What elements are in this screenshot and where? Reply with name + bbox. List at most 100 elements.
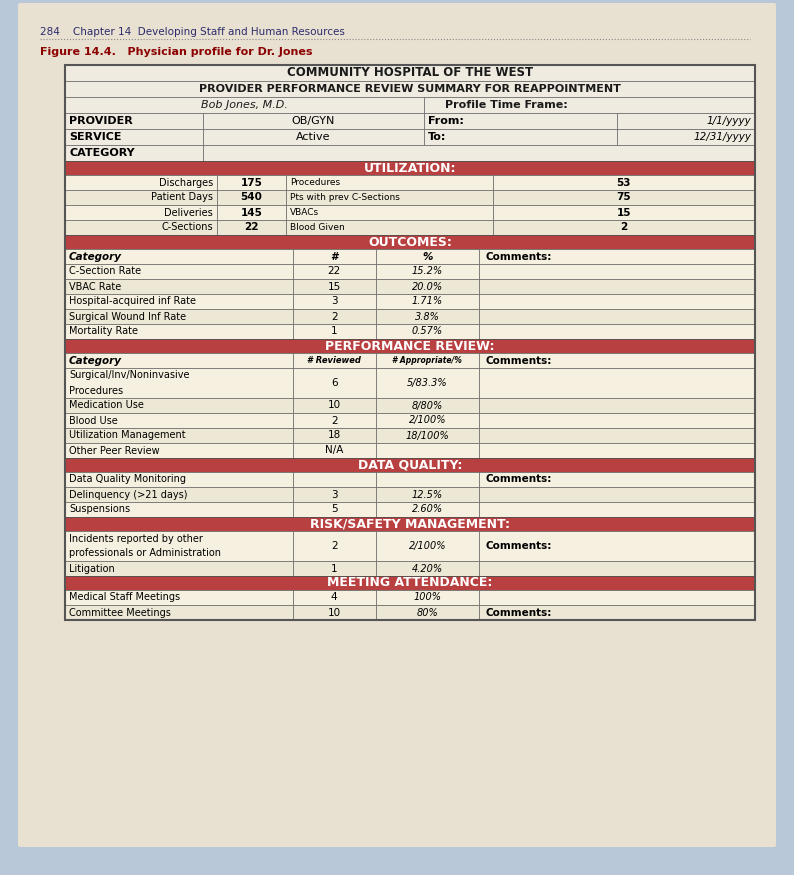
Text: Patient Days: Patient Days xyxy=(151,192,213,202)
Bar xyxy=(65,502,293,517)
Text: Procedures: Procedures xyxy=(290,178,340,187)
Bar xyxy=(293,413,376,428)
Bar xyxy=(217,175,286,190)
Text: PERFORMANCE REVIEW:: PERFORMANCE REVIEW: xyxy=(326,340,495,353)
Text: Delinquency (>21 days): Delinquency (>21 days) xyxy=(69,489,187,500)
Bar xyxy=(479,590,755,605)
Bar xyxy=(65,113,203,129)
Text: Suspensions: Suspensions xyxy=(69,505,130,514)
Text: 5: 5 xyxy=(331,505,337,514)
Bar xyxy=(376,443,479,458)
Bar xyxy=(479,309,755,324)
Bar xyxy=(293,428,376,443)
Text: Deliveries: Deliveries xyxy=(164,207,213,218)
Bar xyxy=(293,309,376,324)
Bar xyxy=(617,129,755,145)
Text: Active: Active xyxy=(296,132,330,142)
Bar xyxy=(65,220,217,235)
Text: Discharges: Discharges xyxy=(159,178,213,187)
Bar xyxy=(376,294,479,309)
Text: Comments:: Comments: xyxy=(485,607,551,618)
Text: 4.20%: 4.20% xyxy=(411,564,443,573)
Bar xyxy=(293,264,376,279)
Bar xyxy=(65,65,755,81)
Text: 18: 18 xyxy=(327,430,341,440)
Text: 5/83.3%: 5/83.3% xyxy=(407,378,448,388)
Bar xyxy=(65,175,217,190)
Bar xyxy=(479,561,755,576)
Text: 15: 15 xyxy=(327,282,341,291)
FancyBboxPatch shape xyxy=(18,3,776,847)
Text: 75: 75 xyxy=(617,192,631,202)
Text: # Appropriate/%: # Appropriate/% xyxy=(392,356,462,365)
Text: Blood Given: Blood Given xyxy=(290,223,345,232)
Bar xyxy=(479,353,755,368)
Bar xyxy=(479,368,755,398)
Text: To:: To: xyxy=(428,132,446,142)
Text: Surgical/Inv/Noninvasive: Surgical/Inv/Noninvasive xyxy=(69,370,190,381)
Text: 1: 1 xyxy=(331,326,337,337)
Bar xyxy=(65,443,293,458)
Text: 10: 10 xyxy=(328,401,341,410)
Text: 2: 2 xyxy=(331,312,337,321)
Bar xyxy=(217,220,286,235)
Text: CATEGORY: CATEGORY xyxy=(69,148,135,158)
Bar xyxy=(65,339,755,353)
Text: PROVIDER PERFORMANCE REVIEW SUMMARY FOR REAPPOINTMENT: PROVIDER PERFORMANCE REVIEW SUMMARY FOR … xyxy=(199,84,621,94)
Bar xyxy=(293,487,376,502)
Bar xyxy=(376,398,479,413)
Bar xyxy=(293,472,376,487)
Text: 15: 15 xyxy=(617,207,631,218)
Text: 15.2%: 15.2% xyxy=(411,267,443,276)
Text: N/A: N/A xyxy=(325,445,343,456)
Text: Pts with prev C-Sections: Pts with prev C-Sections xyxy=(290,193,399,202)
Text: SERVICE: SERVICE xyxy=(69,132,121,142)
Text: 1.71%: 1.71% xyxy=(411,297,443,306)
Text: 2: 2 xyxy=(331,541,337,551)
Bar xyxy=(203,113,424,129)
Text: Blood Use: Blood Use xyxy=(69,416,118,425)
Text: Medical Staff Meetings: Medical Staff Meetings xyxy=(69,592,180,603)
Text: RISK/SAFETY MANAGEMENT:: RISK/SAFETY MANAGEMENT: xyxy=(310,517,510,530)
Bar xyxy=(493,175,755,190)
Text: 284    Chapter 14  Developing Staff and Human Resources: 284 Chapter 14 Developing Staff and Huma… xyxy=(40,27,345,37)
Bar xyxy=(203,145,755,161)
Text: 8/80%: 8/80% xyxy=(411,401,443,410)
Bar xyxy=(203,129,424,145)
Text: COMMUNITY HOSPITAL OF THE WEST: COMMUNITY HOSPITAL OF THE WEST xyxy=(287,66,533,80)
Text: %: % xyxy=(422,251,433,262)
Text: Medication Use: Medication Use xyxy=(69,401,144,410)
Bar xyxy=(479,472,755,487)
Bar xyxy=(479,249,755,264)
Text: 6: 6 xyxy=(331,378,337,388)
Bar xyxy=(376,309,479,324)
Bar xyxy=(376,279,479,294)
Bar xyxy=(217,205,286,220)
Text: 3: 3 xyxy=(331,489,337,500)
Text: 12.5%: 12.5% xyxy=(411,489,443,500)
Text: OUTCOMES:: OUTCOMES: xyxy=(368,235,452,248)
Text: #: # xyxy=(330,251,337,262)
Text: 2.60%: 2.60% xyxy=(411,505,443,514)
Bar xyxy=(293,443,376,458)
Bar xyxy=(479,294,755,309)
Bar xyxy=(376,487,479,502)
Text: Hospital-acquired inf Rate: Hospital-acquired inf Rate xyxy=(69,297,196,306)
Bar xyxy=(493,220,755,235)
Bar xyxy=(424,113,617,129)
Text: 22: 22 xyxy=(327,267,341,276)
Bar xyxy=(65,309,293,324)
Bar xyxy=(65,249,293,264)
Bar xyxy=(293,398,376,413)
Text: Profile Time Frame:: Profile Time Frame: xyxy=(445,100,567,110)
Bar xyxy=(293,590,376,605)
Text: Utilization Management: Utilization Management xyxy=(69,430,186,440)
Bar xyxy=(65,590,293,605)
Bar xyxy=(479,502,755,517)
Bar xyxy=(65,81,755,97)
Bar xyxy=(479,279,755,294)
Text: 22: 22 xyxy=(244,222,259,233)
Bar xyxy=(493,190,755,205)
Bar xyxy=(479,398,755,413)
Bar xyxy=(65,472,293,487)
